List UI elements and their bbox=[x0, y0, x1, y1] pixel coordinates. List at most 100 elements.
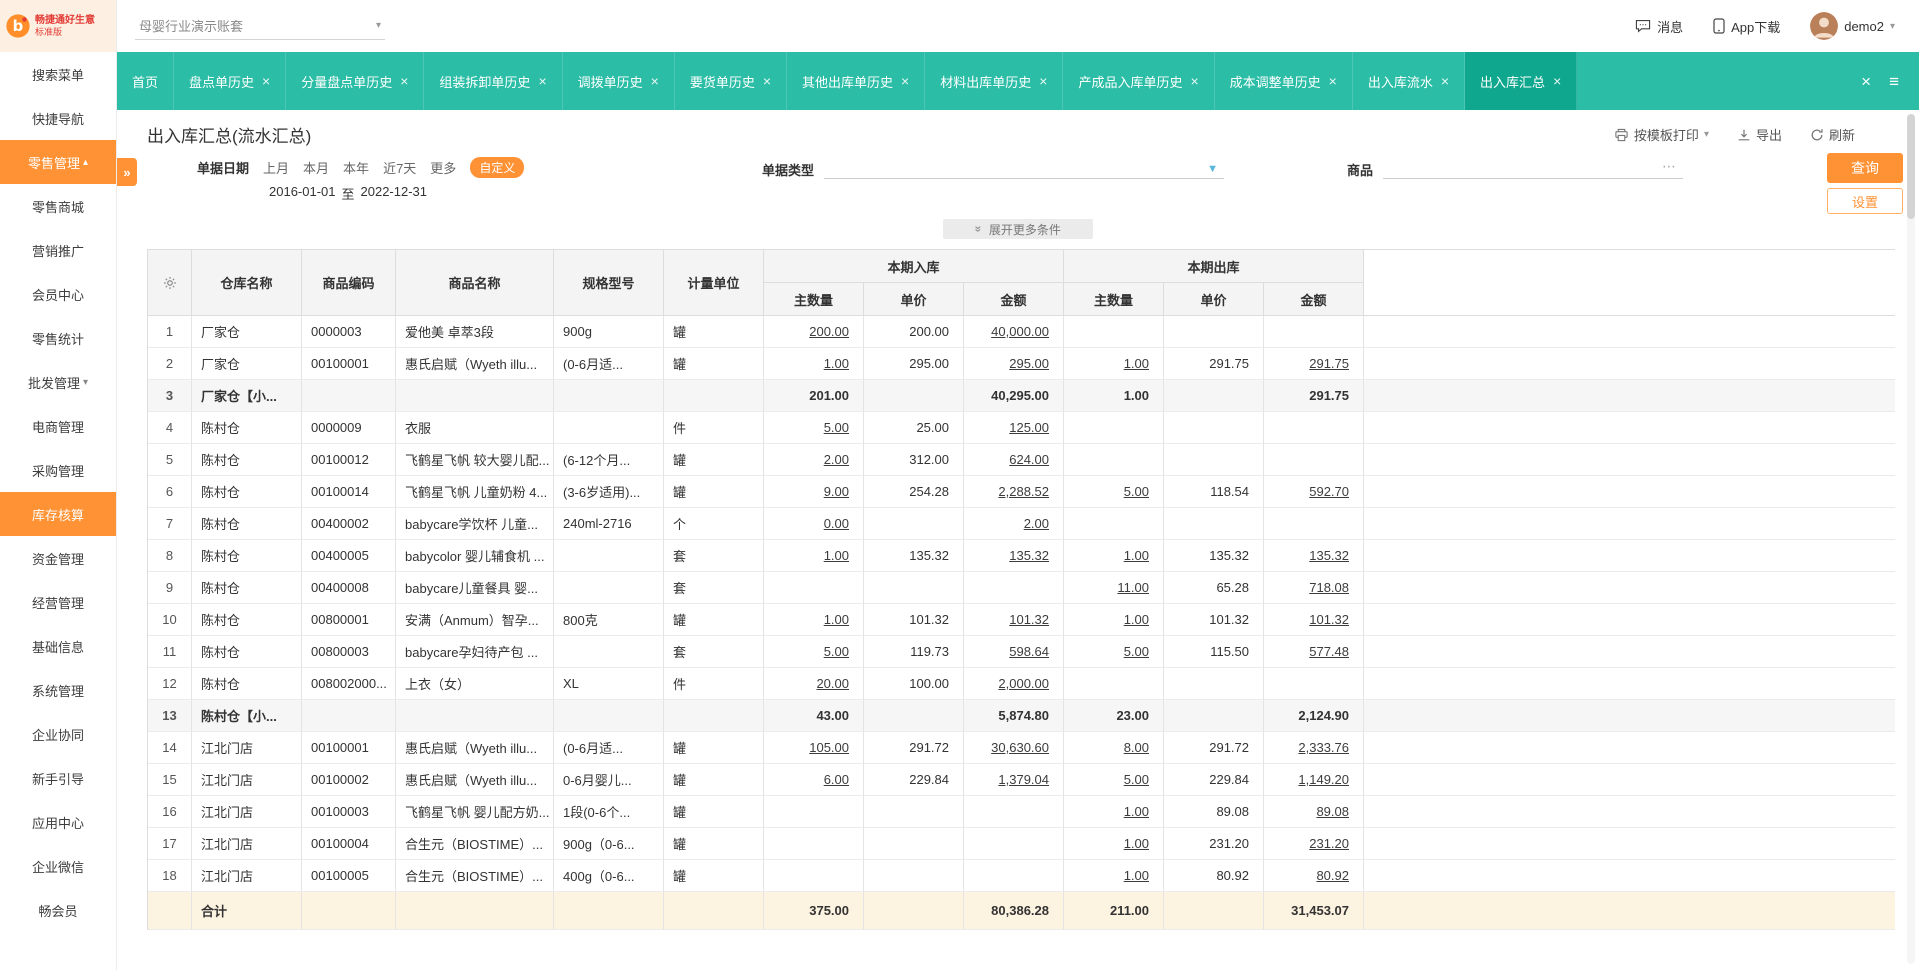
date-quick-option-2[interactable]: 本年 bbox=[343, 160, 370, 176]
tab-4[interactable]: 调拨单历史 × bbox=[563, 52, 675, 110]
collapse-filters-button[interactable]: » bbox=[117, 158, 137, 186]
tab-8[interactable]: 产成品入库单历史 × bbox=[1063, 52, 1215, 110]
drill-link[interactable]: 135.32 bbox=[1309, 548, 1349, 563]
brand-logo[interactable]: b 畅捷通好生意 标准版 bbox=[0, 0, 116, 52]
tab-close-icon[interactable]: × bbox=[650, 73, 659, 89]
col-header-name[interactable]: 商品名称 bbox=[396, 250, 554, 316]
date-quick-option-3[interactable]: 近7天 bbox=[383, 160, 417, 176]
col-header-inbound[interactable]: 本期入库 bbox=[764, 250, 1064, 283]
sidebar-item-0[interactable]: 搜索菜单 bbox=[0, 52, 116, 96]
query-button[interactable]: 查询 bbox=[1827, 153, 1903, 183]
sidebar-item-11[interactable]: 资金管理 bbox=[0, 536, 116, 580]
sidebar-item-10[interactable]: 库存核算 bbox=[0, 492, 116, 536]
drill-link[interactable]: 5.00 bbox=[1123, 644, 1149, 659]
sidebar-item-5[interactable]: 会员中心 bbox=[0, 272, 116, 316]
tab-close-icon[interactable]: × bbox=[1039, 73, 1048, 89]
drill-link[interactable]: 1,379.04 bbox=[998, 772, 1049, 787]
grid-row[interactable]: 11 陈村仓 00800003 babycare孕妇待产包 ... 套 5.00 119.7… bbox=[148, 636, 1895, 668]
drill-link[interactable]: 1.00 bbox=[1123, 868, 1149, 883]
grid-row[interactable]: 4 陈村仓 0000009 衣服 件 5.00 25.00 125.00 bbox=[148, 412, 1895, 444]
sidebar-item-13[interactable]: 基础信息 bbox=[0, 624, 116, 668]
grid-subtotal-row[interactable]: 13 陈村仓【小... 43.00 5,874.80 23.00 2,124.90 bbox=[148, 700, 1895, 732]
drill-link[interactable]: 20.00 bbox=[816, 676, 849, 691]
drill-link[interactable]: 592.70 bbox=[1309, 484, 1349, 499]
settings-button[interactable]: 设置 bbox=[1827, 188, 1903, 214]
col-header-out-amount[interactable]: 金额 bbox=[1264, 283, 1364, 316]
drill-link[interactable]: 598.64 bbox=[1009, 644, 1049, 659]
grid-row[interactable]: 12 陈村仓 008002000... 上衣（女） XL 件 20.00 100.00 2,00… bbox=[148, 668, 1895, 700]
drill-link[interactable]: 101.32 bbox=[1309, 612, 1349, 627]
tab-close-icon[interactable]: × bbox=[262, 73, 271, 89]
date-from-value[interactable]: 2016-01-01 bbox=[269, 184, 336, 199]
drill-link[interactable]: 2,333.76 bbox=[1298, 740, 1349, 755]
tab-close-icon[interactable]: × bbox=[762, 73, 772, 89]
drill-link[interactable]: 1.00 bbox=[1123, 548, 1149, 563]
drill-link[interactable]: 1.00 bbox=[823, 612, 849, 627]
col-header-out-qty[interactable]: 主数量 bbox=[1064, 283, 1164, 316]
drill-link[interactable]: 2.00 bbox=[1023, 516, 1049, 531]
tab-close-icon[interactable]: × bbox=[1328, 73, 1337, 89]
tab-close-icon[interactable]: × bbox=[901, 73, 910, 89]
date-quick-option-1[interactable]: 本月 bbox=[303, 160, 330, 176]
tab-10[interactable]: 出入库流水 × bbox=[1353, 52, 1466, 110]
drill-link[interactable]: 5.00 bbox=[823, 644, 849, 659]
drill-link[interactable]: 8.00 bbox=[1123, 740, 1149, 755]
drill-link[interactable]: 9.00 bbox=[823, 484, 849, 499]
drill-link[interactable]: 1.00 bbox=[1123, 804, 1149, 819]
tab-close-icon[interactable]: × bbox=[1440, 73, 1450, 89]
sidebar-item-14[interactable]: 系统管理 bbox=[0, 668, 116, 712]
drill-link[interactable]: 1.00 bbox=[823, 356, 849, 371]
drill-link[interactable]: 718.08 bbox=[1309, 580, 1349, 595]
print-by-template-button[interactable]: 按模板打印 ▾ bbox=[1614, 125, 1709, 144]
drill-link[interactable]: 101.32 bbox=[1009, 612, 1049, 627]
sidebar-item-19[interactable]: 畅会员 bbox=[0, 888, 116, 932]
tab-close-icon[interactable]: × bbox=[1190, 73, 1199, 89]
grid-row[interactable]: 7 陈村仓 00400002 babycare学饮杯 儿童... 240ml-2716 个… bbox=[148, 508, 1895, 540]
drill-link[interactable]: 2,288.52 bbox=[998, 484, 1049, 499]
drill-link[interactable]: 200.00 bbox=[809, 324, 849, 339]
drill-link[interactable]: 125.00 bbox=[1009, 420, 1049, 435]
drill-link[interactable]: 6.00 bbox=[823, 772, 849, 787]
drill-link[interactable]: 80.92 bbox=[1316, 868, 1349, 883]
date-quick-option-4[interactable]: 更多 bbox=[430, 160, 457, 176]
grid-row[interactable]: 2 厂家仓 00100001 惠氏启赋（Wyeth illu... (0-6月适... 罐… bbox=[148, 348, 1895, 380]
sidebar-item-9[interactable]: 采购管理 bbox=[0, 448, 116, 492]
col-header-in-amount[interactable]: 金额 bbox=[964, 283, 1064, 316]
col-header-in-price[interactable]: 单价 bbox=[864, 283, 964, 316]
drill-link[interactable]: 231.20 bbox=[1309, 836, 1349, 851]
drill-link[interactable]: 1.00 bbox=[1123, 612, 1149, 627]
grid-row[interactable]: 1 厂家仓 0000003 爱他美 卓萃3段 900g 罐 200.00 200.00 40,0… bbox=[148, 316, 1895, 348]
tab-3[interactable]: 组装拆卸单历史 × bbox=[424, 52, 563, 110]
tab-1[interactable]: 盘点单历史 × bbox=[174, 52, 287, 110]
col-header-in-qty[interactable]: 主数量 bbox=[764, 283, 864, 316]
date-to-value[interactable]: 2022-12-31 bbox=[360, 184, 428, 199]
doctype-select[interactable]: ▼ bbox=[824, 155, 1225, 179]
grid-row[interactable]: 10 陈村仓 00800001 安满（Anmum）智孕... 800克 罐 1.00 101.… bbox=[148, 604, 1895, 636]
drill-link[interactable]: 577.48 bbox=[1309, 644, 1349, 659]
drill-link[interactable]: 40,000.00 bbox=[991, 324, 1049, 339]
close-all-tabs-icon[interactable]: × bbox=[1861, 71, 1872, 91]
tab-5[interactable]: 要货单历史 × bbox=[675, 52, 788, 110]
sidebar-item-6[interactable]: 零售统计 bbox=[0, 316, 116, 360]
export-button[interactable]: 导出 bbox=[1737, 125, 1782, 144]
vertical-scrollbar[interactable] bbox=[1907, 114, 1915, 964]
drill-link[interactable]: 5.00 bbox=[823, 420, 849, 435]
drill-link[interactable]: 1,149.20 bbox=[1298, 772, 1349, 787]
tab-list-menu-icon[interactable]: ≡ bbox=[1889, 71, 1899, 91]
col-header-outbound[interactable]: 本期出库 bbox=[1064, 250, 1364, 283]
grid-row[interactable]: 9 陈村仓 00400008 babycare儿童餐具 婴... 套 11.00 65.28… bbox=[148, 572, 1895, 604]
tab-close-icon[interactable]: × bbox=[1553, 73, 1562, 89]
sidebar-item-8[interactable]: 电商管理 bbox=[0, 404, 116, 448]
tab-0[interactable]: 首页 bbox=[117, 52, 175, 110]
grid-total-row[interactable]: 合计 375.00 80,386.28 211.00 31,453.07 bbox=[148, 892, 1895, 930]
account-select[interactable]: 母婴行业演示账套 ▾ bbox=[135, 12, 385, 40]
drill-link[interactable]: 0.00 bbox=[823, 516, 849, 531]
drill-link[interactable]: 11.00 bbox=[1117, 580, 1149, 595]
sidebar-item-3[interactable]: 零售商城 bbox=[0, 184, 116, 228]
sidebar-item-1[interactable]: 快捷导航 bbox=[0, 96, 116, 140]
drill-link[interactable]: 135.32 bbox=[1009, 548, 1049, 563]
tab-2[interactable]: 分量盘点单历史 × bbox=[286, 52, 425, 110]
drill-link[interactable]: 89.08 bbox=[1316, 804, 1349, 819]
sidebar-item-2[interactable]: 零售管理 ▴ bbox=[0, 140, 116, 184]
col-header-out-price[interactable]: 单价 bbox=[1164, 283, 1264, 316]
